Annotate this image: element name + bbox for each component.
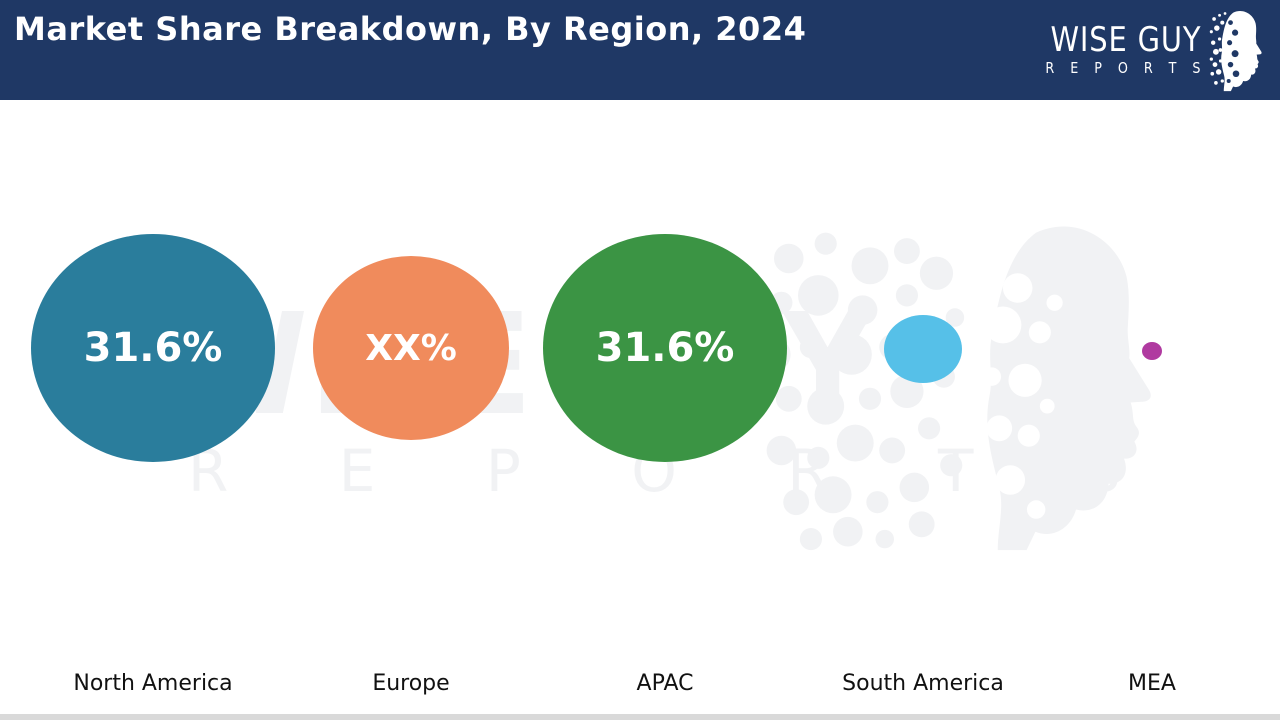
header-bar: Market Share Breakdown, By Region, 2024 … bbox=[0, 0, 1280, 100]
region-label-apac: APAC bbox=[636, 671, 694, 696]
region-label-europe: Europe bbox=[372, 671, 450, 696]
region-label-north-america: North America bbox=[73, 671, 233, 696]
bubble-value-label: 31.6% bbox=[595, 325, 735, 371]
watermark-face-icon bbox=[757, 226, 1151, 551]
wiseguy-face-icon bbox=[1209, 11, 1262, 92]
wiseguy-logo-text: WISE GUY R E P O R T S bbox=[1044, 19, 1206, 78]
bubble-south-america bbox=[884, 315, 962, 383]
region-label-mea: MEA bbox=[1128, 671, 1176, 696]
logo-brand-text: WISE GUY bbox=[1050, 19, 1201, 60]
bubble-europe: XX% bbox=[313, 256, 509, 440]
bubble-apac: 31.6% bbox=[543, 234, 787, 462]
page-title: Market Share Breakdown, By Region, 2024 bbox=[14, 10, 807, 48]
bubble-value-label: 31.6% bbox=[83, 325, 223, 371]
bubble-mea bbox=[1142, 342, 1162, 360]
region-label-south-america: South America bbox=[842, 671, 1004, 696]
footer-strip bbox=[0, 714, 1280, 720]
wiseguy-logo: WISE GUY R E P O R T S bbox=[1017, 6, 1264, 94]
bubble-north-america: 31.6% bbox=[31, 234, 275, 462]
logo-reports-text: R E P O R T S bbox=[1044, 59, 1206, 78]
bubble-value-label: XX% bbox=[365, 327, 457, 369]
